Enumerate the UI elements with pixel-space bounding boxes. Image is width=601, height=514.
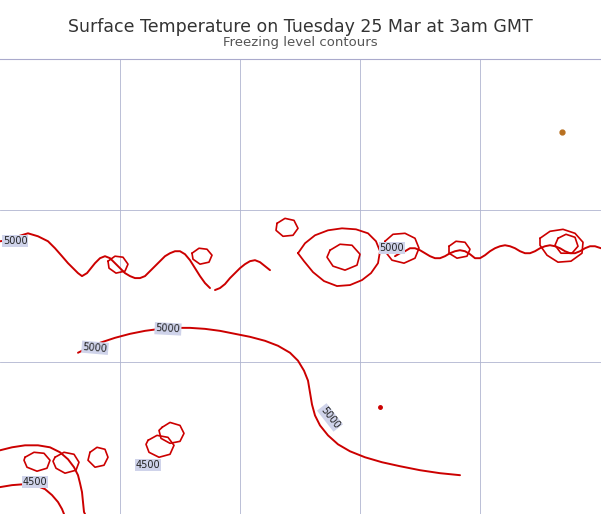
Text: Surface Temperature on Tuesday 25 Mar at 3am GMT: Surface Temperature on Tuesday 25 Mar at… xyxy=(68,18,533,36)
Text: 4500: 4500 xyxy=(23,477,47,487)
Text: 5000: 5000 xyxy=(380,243,404,253)
Text: Freezing level contours: Freezing level contours xyxy=(223,36,378,49)
Text: 5000: 5000 xyxy=(82,342,108,354)
Text: 5000: 5000 xyxy=(156,323,180,335)
Text: 5000: 5000 xyxy=(319,405,341,430)
Text: 5000: 5000 xyxy=(2,236,27,246)
Text: 4500: 4500 xyxy=(136,460,160,470)
